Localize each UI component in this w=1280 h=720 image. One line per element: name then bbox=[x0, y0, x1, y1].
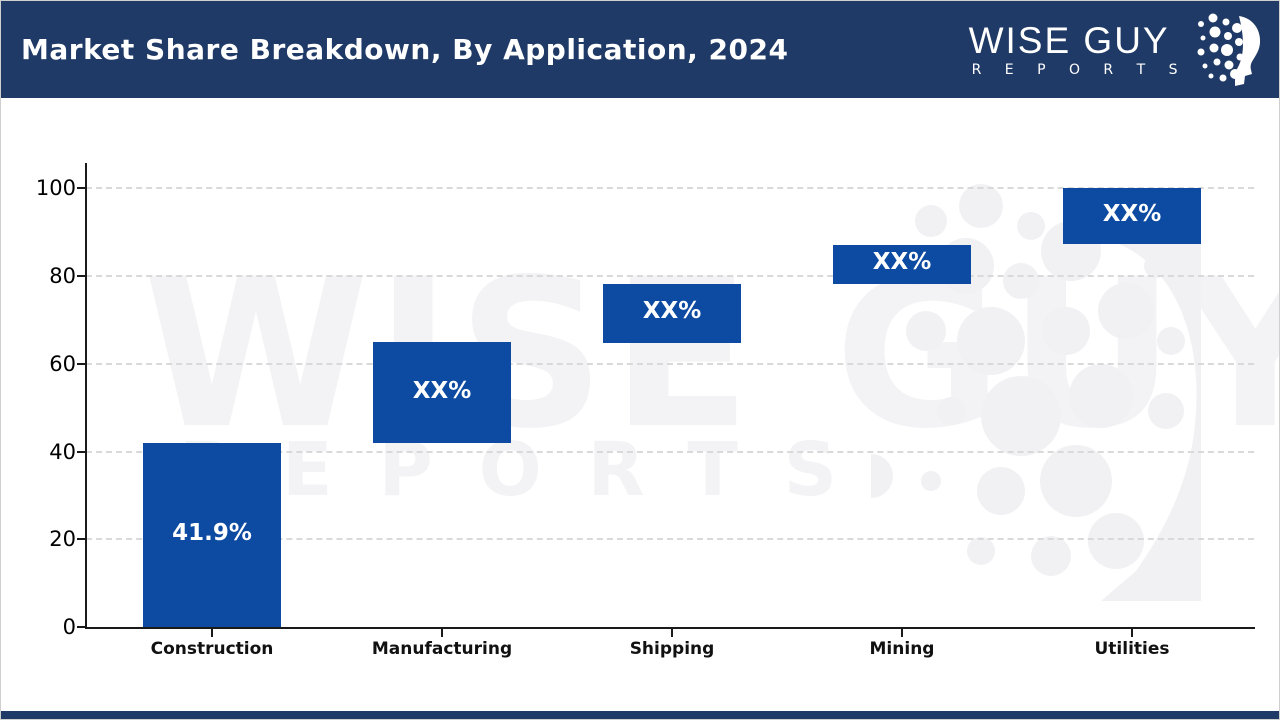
page-title: Market Share Breakdown, By Application, … bbox=[21, 33, 789, 66]
y-axis-tick bbox=[77, 538, 86, 541]
y-tick-label: 20 bbox=[49, 527, 76, 552]
y-tick-label: 80 bbox=[49, 264, 76, 289]
y-tick-label: 0 bbox=[62, 615, 76, 639]
x-tick-label: Mining bbox=[869, 639, 935, 659]
y-axis-line bbox=[85, 163, 87, 629]
y-axis-tick bbox=[77, 187, 86, 190]
watermark-text-line2: REPORTS bbox=[179, 427, 884, 513]
logo-head-icon bbox=[1197, 13, 1261, 86]
x-tick-label: Construction bbox=[150, 639, 274, 659]
bar-value-label: XX% bbox=[412, 377, 472, 404]
gridline bbox=[86, 538, 1254, 541]
app-header: Market Share Breakdown, By Application, … bbox=[1, 1, 1279, 98]
y-axis-tick bbox=[77, 275, 86, 278]
y-tick-label: 40 bbox=[49, 439, 76, 464]
wiseguy-logo: WISE GUY R E P O R T S bbox=[969, 10, 1279, 90]
x-tick-label: Shipping bbox=[629, 639, 715, 659]
bar-value-label: 41.9% bbox=[172, 520, 252, 547]
gridline bbox=[86, 362, 1254, 365]
bar-shipping bbox=[603, 284, 741, 343]
y-axis-tick bbox=[77, 626, 86, 628]
x-axis-tick bbox=[901, 629, 903, 637]
y-tick-label: 100 bbox=[35, 176, 76, 201]
footer-bar bbox=[1, 711, 1279, 719]
wiseguy-logo-text: WISE GUY R E P O R T S bbox=[969, 22, 1187, 77]
logo-line2: R E P O R T S bbox=[971, 62, 1187, 78]
x-tick-label: Utilities bbox=[1094, 639, 1170, 659]
x-axis-tick bbox=[1131, 629, 1133, 637]
bar-value-label: XX% bbox=[1102, 201, 1162, 228]
gridline bbox=[86, 275, 1254, 278]
y-axis-tick bbox=[77, 362, 86, 365]
bar-value-label: XX% bbox=[642, 297, 702, 324]
y-axis-tick bbox=[77, 450, 86, 453]
x-tick-label: Manufacturing bbox=[371, 639, 513, 659]
x-axis-tick bbox=[441, 629, 443, 637]
x-axis-tick bbox=[211, 629, 213, 637]
bar-value-label: XX% bbox=[872, 249, 932, 276]
bar-manufacturing bbox=[373, 342, 511, 443]
logo-line1: WISE GUY bbox=[968, 20, 1170, 61]
bar-construction bbox=[143, 443, 281, 627]
gridline bbox=[86, 187, 1254, 190]
x-axis-tick bbox=[671, 629, 673, 637]
y-tick-label: 60 bbox=[49, 351, 76, 376]
x-axis-line bbox=[85, 627, 1255, 629]
gridline bbox=[86, 450, 1254, 453]
